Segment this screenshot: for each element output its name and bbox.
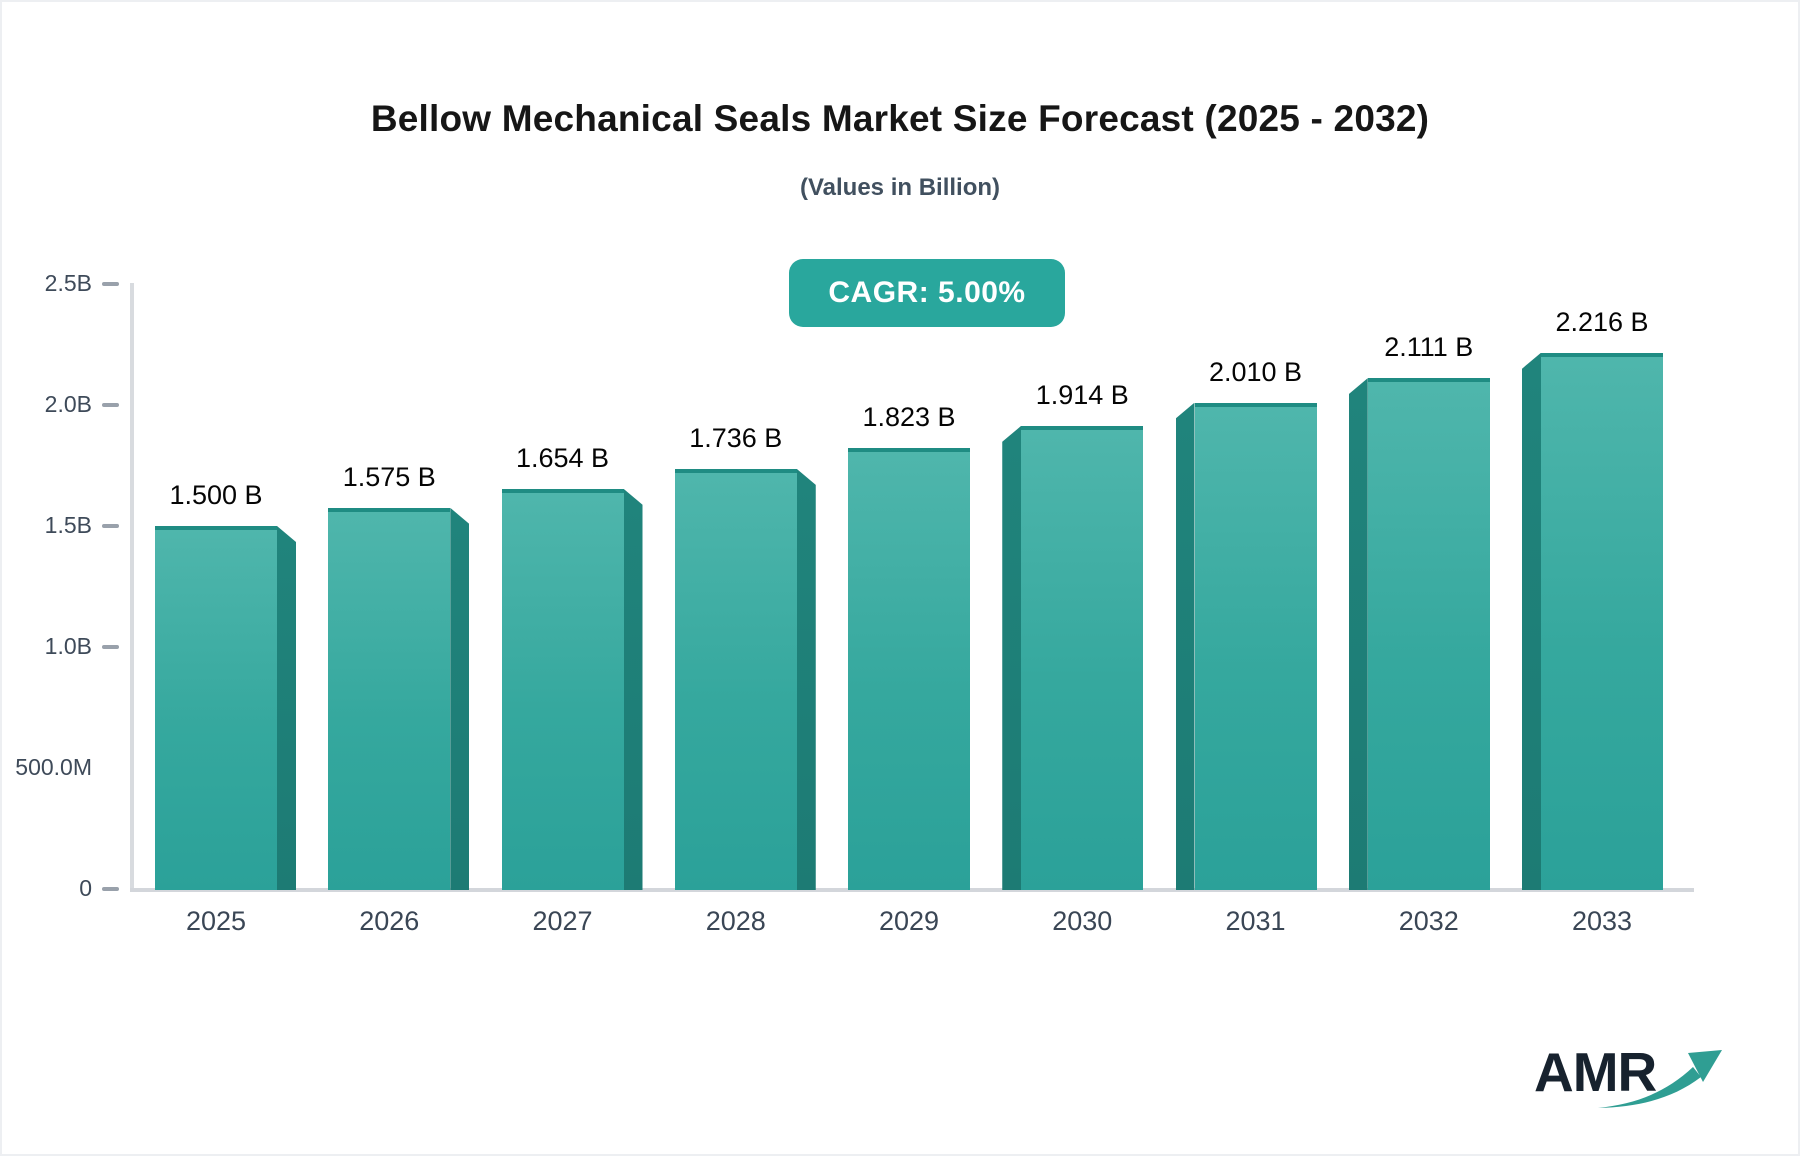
x-category-label: 2026	[359, 906, 420, 936]
chart-subtitle: (Values in Billion)	[799, 174, 1001, 201]
bar-front	[328, 507, 451, 890]
y-tick-dash	[102, 403, 119, 407]
bar-side	[450, 507, 470, 890]
x-axis-line	[130, 888, 1694, 892]
bar-side	[623, 488, 643, 890]
x-category-label: 2032	[1398, 906, 1459, 936]
x-category-label: 2030	[1052, 906, 1113, 936]
y-axis-line	[130, 283, 134, 890]
bar-value-label: 2.216 B	[1555, 306, 1649, 337]
bar-side	[796, 468, 816, 890]
bar-front	[1541, 352, 1663, 890]
bar-side	[1522, 352, 1541, 890]
y-tick-label: 0	[79, 875, 92, 901]
y-tick-dash	[102, 645, 119, 649]
y-tick-label: 1.5B	[44, 512, 92, 538]
y-tick-dash	[102, 524, 119, 528]
y-tick-label: 2.0B	[44, 391, 92, 417]
bar-value-label: 1.914 B	[1035, 379, 1129, 410]
amr-logo: AMR	[1534, 1040, 1722, 1120]
cagr-badge: CAGR: 5.00%	[789, 259, 1065, 327]
bar-front	[1367, 378, 1490, 890]
bar-side	[277, 526, 296, 890]
bar-value-label: 2.010 B	[1208, 356, 1303, 387]
cagr-badge-label: CAGR: 5.00%	[828, 276, 1026, 309]
chart-title: Bellow Mechanical Seals Market Size Fore…	[370, 98, 1430, 139]
x-category-label: 2031	[1225, 906, 1286, 936]
bar-side	[1002, 425, 1022, 890]
x-category-label: 2027	[532, 906, 593, 936]
bar-value-label: 1.823 B	[862, 401, 956, 432]
bar-value-label: 1.654 B	[515, 442, 610, 473]
y-tick-label: 1.0B	[44, 633, 92, 659]
y-tick-label: 2.5B	[44, 270, 92, 296]
growth-arrow-icon	[1598, 1050, 1722, 1108]
bar-front	[1021, 425, 1144, 890]
y-tick-dash	[102, 282, 119, 286]
bar-side	[1348, 378, 1368, 890]
bar-value-label: 2.111 B	[1384, 332, 1474, 363]
bar-front	[155, 526, 277, 890]
bar-front	[1194, 402, 1317, 890]
x-category-label: 2029	[878, 906, 940, 936]
x-category-label: 2033	[1571, 906, 1633, 936]
x-category-label: 2028	[705, 906, 766, 936]
amr-logo-text: AMR	[1534, 1041, 1657, 1103]
y-tick-label: 500.0M	[15, 754, 92, 780]
bar-front	[674, 468, 797, 890]
y-tick-dash	[102, 887, 119, 891]
bar-side	[1175, 402, 1195, 890]
bar-front	[848, 447, 970, 890]
x-category-label: 2025	[185, 906, 247, 936]
bar-value-label: 1.575 B	[342, 461, 436, 492]
bar-value-label: 1.500 B	[169, 480, 263, 510]
bar-front	[501, 488, 624, 890]
bar-value-label: 1.736 B	[689, 422, 783, 453]
